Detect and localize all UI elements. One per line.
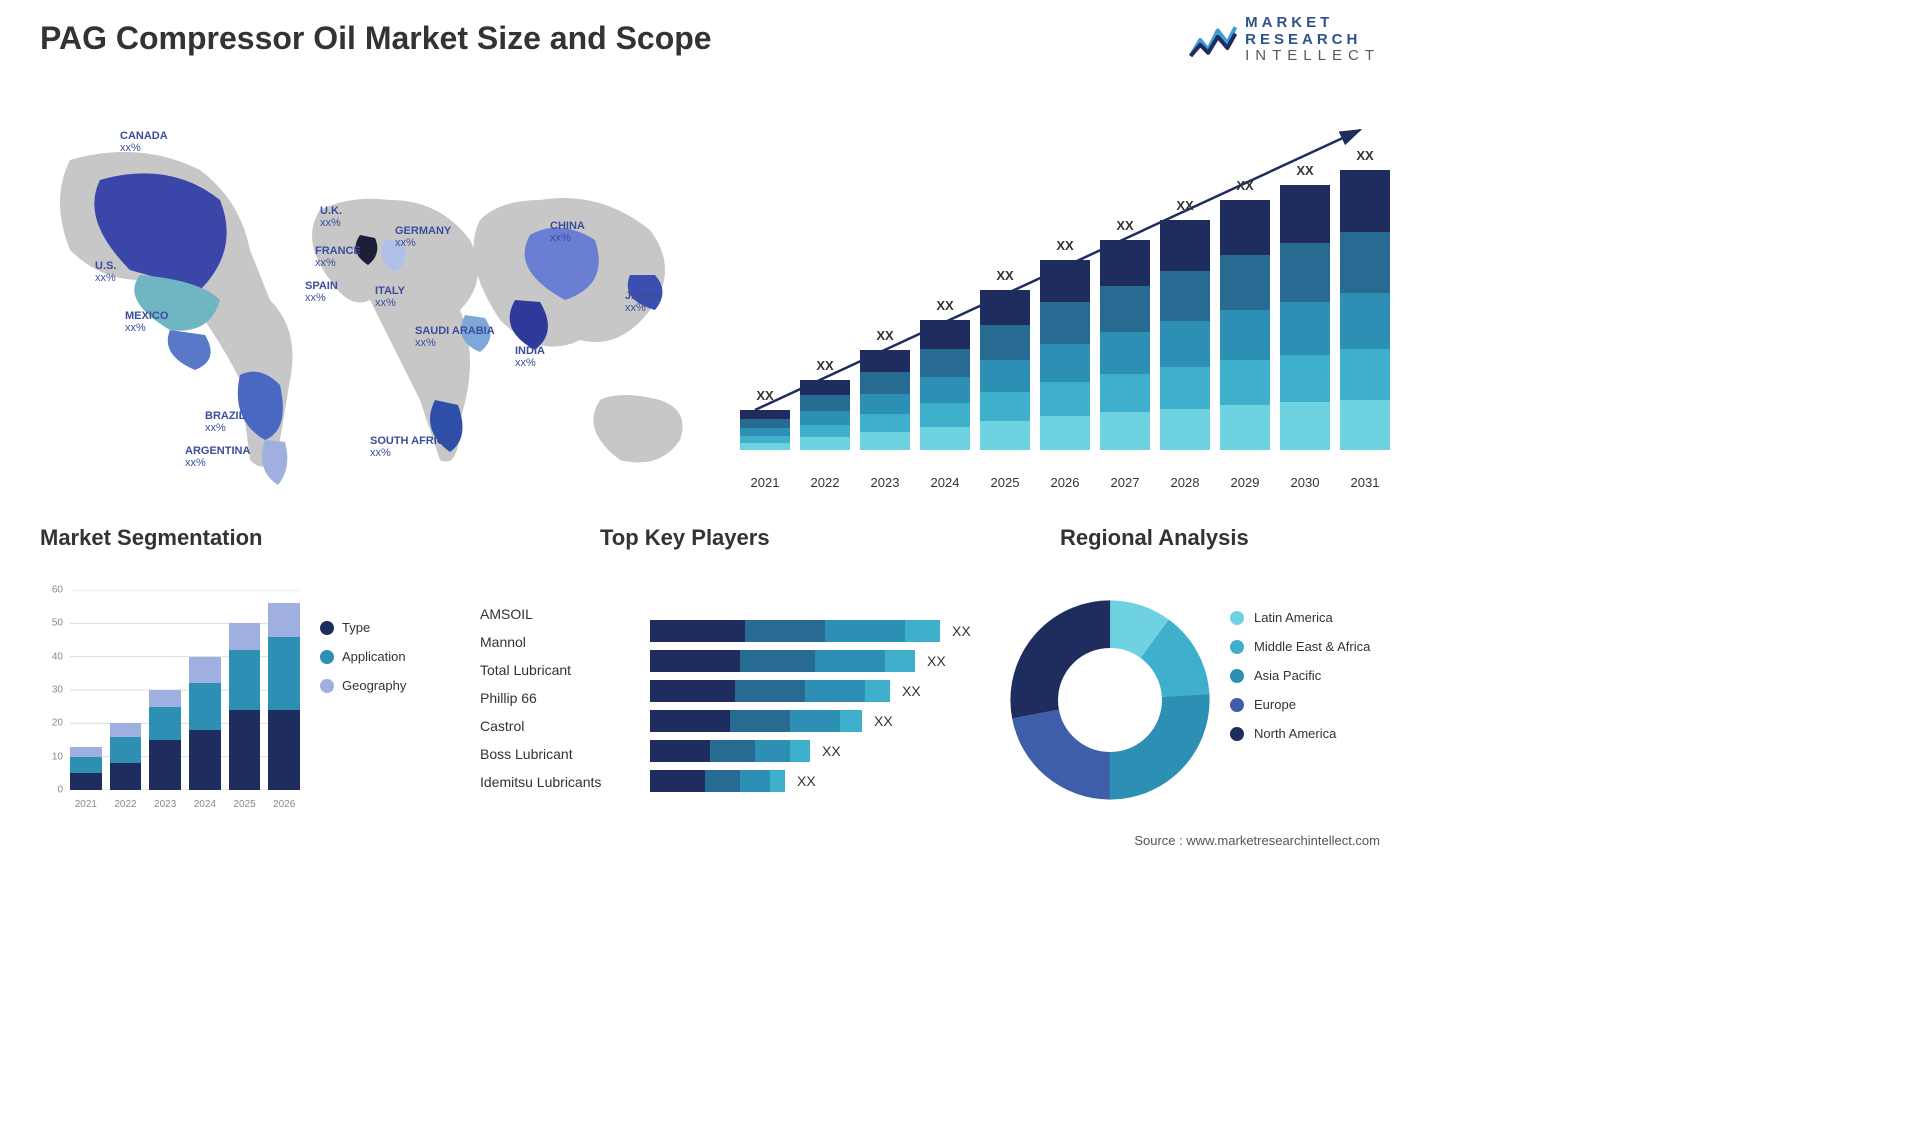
region-legend-middle-east-africa: Middle East & Africa — [1230, 639, 1370, 654]
player-boss-lubricant: Boss Lubricant — [480, 740, 630, 768]
main-year-2021: 2021 — [740, 475, 790, 490]
map-label-canada: CANADAxx% — [120, 130, 168, 154]
segmentation-title: Market Segmentation — [40, 525, 263, 551]
map-label-japan: JAPANxx% — [625, 290, 661, 314]
logo-line3: INTELLECT — [1245, 48, 1380, 65]
main-year-2026: 2026 — [1040, 475, 1090, 490]
player-bar-3: XX — [650, 710, 980, 732]
main-year-2023: 2023 — [860, 475, 910, 490]
regional-panel: Latin America Middle East & Africa Asia Pa… — [1000, 560, 1400, 810]
map-label-china: CHINAxx% — [550, 220, 585, 244]
seg-bar-2023 — [149, 690, 181, 790]
main-year-2022: 2022 — [800, 475, 850, 490]
player-bar-5: XX — [650, 770, 980, 792]
main-bar-2029: XX — [1220, 200, 1270, 450]
logo-line1: MARKET — [1245, 15, 1380, 32]
player-amsoil: AMSOIL — [480, 600, 630, 628]
seg-legend-geography: Geography — [320, 678, 406, 693]
player-bar-1: XX — [650, 650, 980, 672]
map-label-argentina: ARGENTINAxx% — [185, 445, 250, 469]
seg-bar-2025 — [229, 623, 261, 790]
players-title: Top Key Players — [600, 525, 770, 551]
player-bar-4: XX — [650, 740, 980, 762]
main-year-2031: 2031 — [1340, 475, 1390, 490]
player-castrol: Castrol — [480, 712, 630, 740]
main-year-2030: 2030 — [1280, 475, 1330, 490]
seg-bar-2026 — [268, 603, 300, 790]
main-bar-2024: XX — [920, 320, 970, 450]
segmentation-chart: 0102030405060 202120222023202420252026 T… — [40, 560, 440, 810]
main-bar-chart: XXXXXXXXXXXXXXXXXXXXXX 20212022202320242… — [740, 100, 1390, 470]
main-bar-2022: XX — [800, 380, 850, 450]
map-label-south-africa: SOUTH AFRICAxx% — [370, 435, 453, 459]
player-idemitsu-lubricants: Idemitsu Lubricants — [480, 768, 630, 796]
page-title: PAG Compressor Oil Market Size and Scope — [40, 20, 712, 57]
seg-legend-application: Application — [320, 649, 406, 664]
map-label-india: INDIAxx% — [515, 345, 545, 369]
brand-logo: MARKET RESEARCH INTELLECT — [1189, 15, 1380, 65]
main-bar-2021: XX — [740, 410, 790, 450]
seg-bar-2022 — [110, 723, 142, 790]
region-legend-europe: Europe — [1230, 697, 1370, 712]
main-year-2025: 2025 — [980, 475, 1030, 490]
seg-bar-2021 — [70, 747, 102, 790]
main-bar-2028: XX — [1160, 220, 1210, 450]
seg-legend-type: Type — [320, 620, 406, 635]
player-mannol: Mannol — [480, 628, 630, 656]
map-label-brazil: BRAZILxx% — [205, 410, 245, 434]
player-phillip-66: Phillip 66 — [480, 684, 630, 712]
map-label-u.k.: U.K.xx% — [320, 205, 342, 229]
player-bar-2: XX — [650, 680, 980, 702]
players-panel: AMSOILMannolTotal LubricantPhillip 66Cas… — [480, 560, 1000, 810]
main-bar-2023: XX — [860, 350, 910, 450]
logo-line2: RESEARCH — [1245, 32, 1380, 49]
seg-bar-2024 — [189, 657, 221, 790]
player-bar-0: XX — [650, 620, 980, 642]
main-bar-2030: XX — [1280, 185, 1330, 450]
main-bar-2031: XX — [1340, 170, 1390, 450]
region-legend-latin-america: Latin America — [1230, 610, 1370, 625]
regional-title: Regional Analysis — [1060, 525, 1249, 551]
map-label-saudi-arabia: SAUDI ARABIAxx% — [415, 325, 495, 349]
map-label-mexico: MEXICOxx% — [125, 310, 168, 334]
main-bar-2027: XX — [1100, 240, 1150, 450]
main-year-2024: 2024 — [920, 475, 970, 490]
main-year-2027: 2027 — [1100, 475, 1150, 490]
map-label-italy: ITALYxx% — [375, 285, 405, 309]
player-total-lubricant: Total Lubricant — [480, 656, 630, 684]
map-label-germany: GERMANYxx% — [395, 225, 451, 249]
region-legend-asia-pacific: Asia Pacific — [1230, 668, 1370, 683]
source-text: Source : www.marketresearchintellect.com — [1134, 833, 1380, 848]
map-label-spain: SPAINxx% — [305, 280, 338, 304]
region-legend-north-america: North America — [1230, 726, 1370, 741]
logo-mark-icon — [1189, 16, 1237, 64]
main-bar-2025: XX — [980, 290, 1030, 450]
donut-chart — [1010, 600, 1210, 800]
main-year-2028: 2028 — [1160, 475, 1210, 490]
main-bar-2026: XX — [1040, 260, 1090, 450]
map-label-france: FRANCExx% — [315, 245, 361, 269]
world-map: CANADAxx% U.S.xx% MEXICOxx% BRAZILxx% ARGENT… — [40, 100, 720, 500]
main-year-2029: 2029 — [1220, 475, 1270, 490]
map-label-u.s.: U.S.xx% — [95, 260, 116, 284]
